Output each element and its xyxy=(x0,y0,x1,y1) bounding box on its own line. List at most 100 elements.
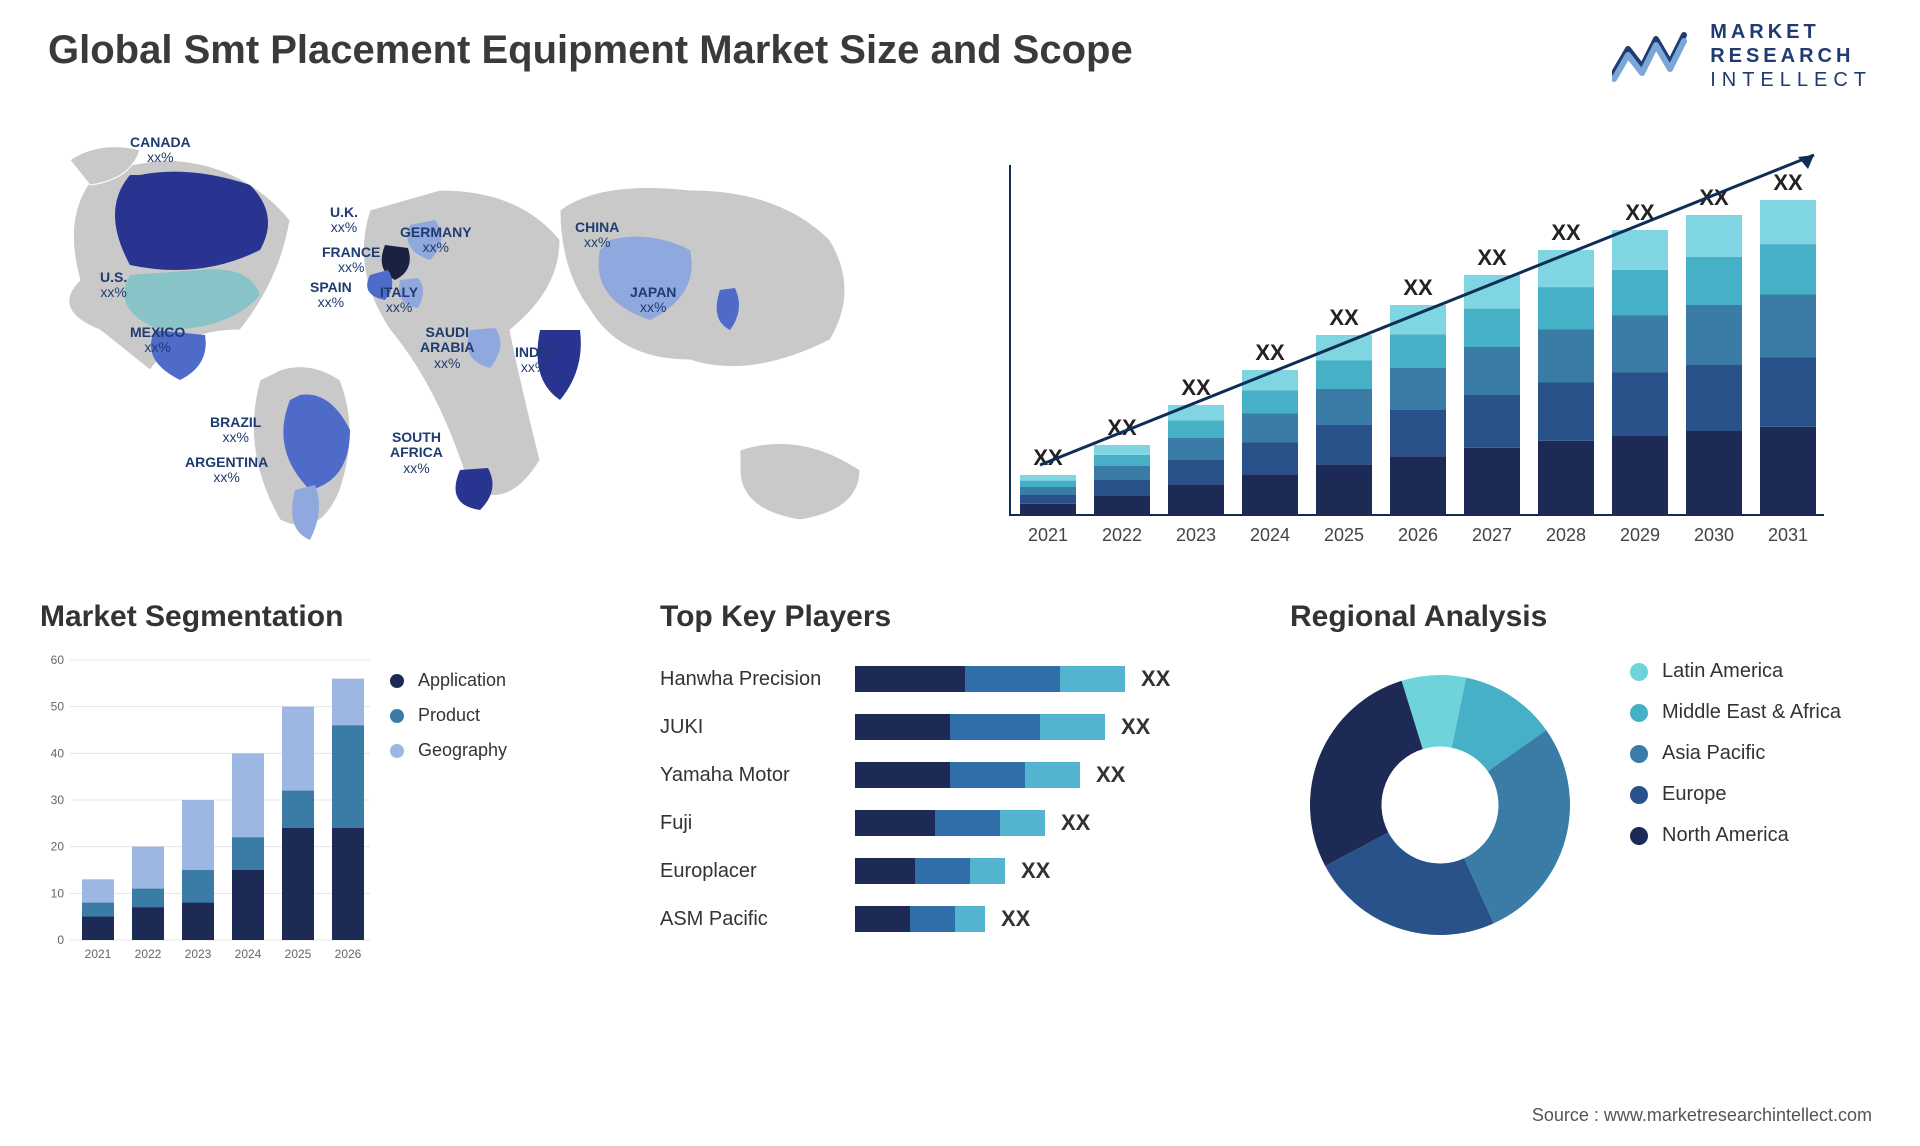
key-player-value: XX xyxy=(1141,666,1170,692)
map-label: INDIAxx% xyxy=(515,345,553,376)
key-player-bar-segment xyxy=(855,666,965,692)
page-title: Global Smt Placement Equipment Market Si… xyxy=(48,28,1133,73)
map-label: MEXICOxx% xyxy=(130,325,185,356)
key-player-name: Fuji xyxy=(660,812,855,835)
key-player-bar-segment xyxy=(935,810,1000,836)
key-player-bar-segment xyxy=(855,906,910,932)
map-label: SAUDIARABIAxx% xyxy=(420,325,474,371)
growth-bar-segment xyxy=(1390,334,1446,368)
map-label: ITALYxx% xyxy=(380,285,418,316)
regional-legend-item: North America xyxy=(1630,824,1841,847)
regional-legend-item: Latin America xyxy=(1630,660,1841,683)
growth-bar-label: XX xyxy=(1403,275,1433,300)
segmentation-chart: 0102030405060202120222023202420252026 xyxy=(40,650,380,970)
segmentation-title: Market Segmentation xyxy=(40,600,600,634)
key-player-bar-segment xyxy=(855,714,950,740)
map-label: GERMANYxx% xyxy=(400,225,472,256)
regional-legend-item: Middle East & Africa xyxy=(1630,701,1841,724)
growth-bar-segment xyxy=(1686,305,1742,365)
growth-bar-segment xyxy=(1686,215,1742,257)
growth-bar-segment xyxy=(1538,287,1594,329)
segmentation-legend-item: Application xyxy=(390,670,507,691)
map-label: BRAZILxx% xyxy=(210,415,261,446)
key-player-name: Hanwha Precision xyxy=(660,668,855,691)
segmentation-legend-item: Product xyxy=(390,705,507,726)
key-player-bar-segment xyxy=(950,762,1025,788)
growth-bar-segment xyxy=(1020,481,1076,487)
key-player-bar xyxy=(855,714,1105,740)
growth-bar-segment xyxy=(1020,504,1076,515)
logo-line3: INTELLECT xyxy=(1710,68,1872,92)
growth-bar-segment xyxy=(1094,480,1150,495)
key-player-bar-segment xyxy=(955,906,985,932)
key-player-row: Yamaha MotorXX xyxy=(660,751,1220,799)
svg-text:10: 10 xyxy=(51,886,65,900)
growth-bar-segment xyxy=(1316,389,1372,425)
segmentation-legend: ApplicationProductGeography xyxy=(390,670,507,775)
growth-bar-segment xyxy=(1242,414,1298,443)
growth-year-label: 2024 xyxy=(1250,525,1290,545)
growth-bar-segment xyxy=(1538,383,1594,441)
segmentation-block: Market Segmentation 01020304050602021202… xyxy=(40,600,600,634)
svg-text:2026: 2026 xyxy=(335,947,362,961)
key-player-bar xyxy=(855,762,1080,788)
growth-bar-label: XX xyxy=(1551,220,1581,245)
key-player-bar xyxy=(855,906,985,932)
map-label: JAPANxx% xyxy=(630,285,676,316)
growth-bar-label: XX xyxy=(1255,340,1285,365)
key-player-bar-segment xyxy=(1000,810,1045,836)
regional-legend-item: Europe xyxy=(1630,783,1841,806)
svg-text:0: 0 xyxy=(57,933,64,947)
growth-bar-segment xyxy=(1168,405,1224,420)
segmentation-bar xyxy=(332,828,364,940)
growth-bar-segment xyxy=(1316,335,1372,360)
growth-bar-segment xyxy=(1686,431,1742,515)
growth-bar-segment xyxy=(1316,465,1372,515)
growth-bar-label: XX xyxy=(1181,375,1211,400)
key-player-row: Hanwha Precision XX xyxy=(660,655,1220,703)
map-label: FRANCExx% xyxy=(322,245,380,276)
growth-chart: XX2021XX2022XX2023XX2024XX2025XX2026XX20… xyxy=(970,145,1870,565)
brand-logo: MARKET RESEARCH INTELLECT xyxy=(1612,20,1872,92)
key-player-bar-segment xyxy=(1040,714,1105,740)
key-players-list: Hanwha PrecisionXXJUKIXXYamaha MotorXXFu… xyxy=(660,655,1220,943)
growth-bar-segment xyxy=(1538,441,1594,515)
map-label: CANADAxx% xyxy=(130,135,191,166)
key-player-value: XX xyxy=(1001,906,1030,932)
key-player-bar-segment xyxy=(950,714,1040,740)
key-player-bar-segment xyxy=(1025,762,1080,788)
growth-bar-segment xyxy=(1390,305,1446,334)
svg-text:2023: 2023 xyxy=(185,947,212,961)
regional-block: Regional Analysis Latin AmericaMiddle Ea… xyxy=(1290,600,1870,634)
key-player-value: XX xyxy=(1121,714,1150,740)
growth-year-label: 2021 xyxy=(1028,525,1068,545)
growth-bar-segment xyxy=(1094,495,1150,515)
key-player-bar xyxy=(855,810,1045,836)
growth-bar-segment xyxy=(1242,474,1298,515)
key-player-bar-segment xyxy=(855,858,915,884)
growth-bar-label: XX xyxy=(1329,305,1359,330)
regional-legend: Latin AmericaMiddle East & AfricaAsia Pa… xyxy=(1630,660,1841,865)
growth-bar-segment xyxy=(1094,466,1150,480)
key-player-bar-segment xyxy=(910,906,955,932)
svg-text:40: 40 xyxy=(51,746,65,760)
growth-bar-segment xyxy=(1168,484,1224,515)
growth-bar-segment xyxy=(1020,495,1076,504)
logo-line1: MARKET xyxy=(1710,20,1872,44)
key-player-row: JUKIXX xyxy=(660,703,1220,751)
map-label: U.S.xx% xyxy=(100,270,127,301)
growth-bar-segment xyxy=(1168,438,1224,460)
key-player-row: EuroplacerXX xyxy=(660,847,1220,895)
svg-text:2021: 2021 xyxy=(85,947,112,961)
source-attribution: Source : www.marketresearchintellect.com xyxy=(1532,1105,1872,1126)
growth-bar-segment xyxy=(1464,395,1520,448)
key-player-bar-segment xyxy=(855,762,950,788)
growth-bar-segment xyxy=(1094,445,1150,455)
key-player-row: ASM PacificXX xyxy=(660,895,1220,943)
svg-text:2024: 2024 xyxy=(235,947,262,961)
logo-mark-icon xyxy=(1612,29,1696,83)
key-player-bar-segment xyxy=(855,810,935,836)
growth-bar-segment xyxy=(1612,435,1668,515)
growth-year-label: 2029 xyxy=(1620,525,1660,545)
regional-title: Regional Analysis xyxy=(1290,600,1870,634)
